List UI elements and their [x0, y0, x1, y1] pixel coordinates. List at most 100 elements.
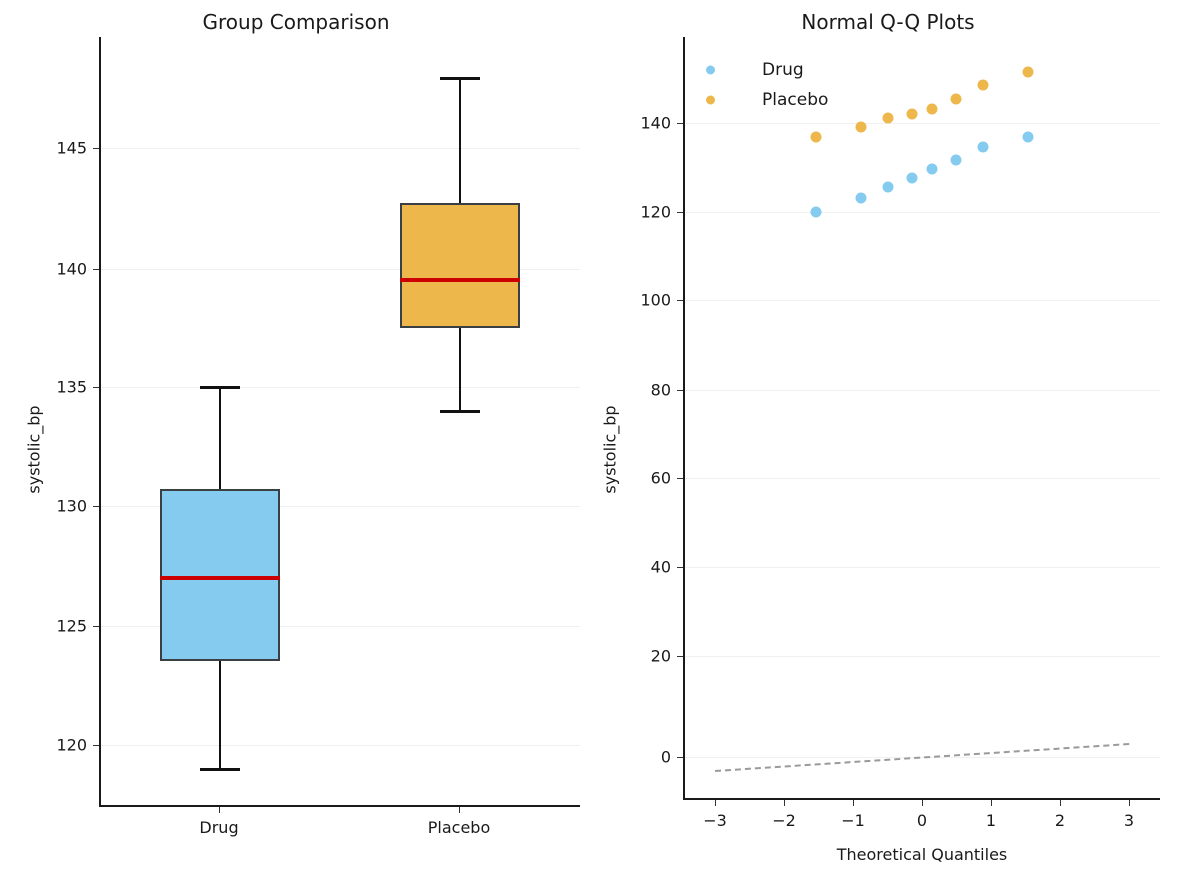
- drug-cap-upper: [200, 386, 240, 389]
- right-ytick-140: [677, 123, 683, 124]
- left-panel-y-spine: [99, 37, 101, 807]
- qq-point-placebo: [810, 131, 822, 143]
- left-ytick-label-130: 130: [56, 496, 87, 516]
- qq-point-placebo: [855, 121, 866, 133]
- right-ytick-0: [677, 757, 683, 758]
- qq-point-drug: [906, 172, 918, 184]
- qq-point-placebo: [950, 93, 962, 105]
- left-ytick-label-125: 125: [56, 616, 87, 636]
- placebo-cap-lower: [440, 410, 480, 413]
- drug-whisker-lower: [219, 661, 221, 769]
- right-panel-title: Normal Q-Q Plots: [801, 10, 975, 34]
- left-ytick-135: [93, 387, 99, 388]
- qq-point-drug: [810, 206, 822, 218]
- gridline-y-125: [100, 626, 580, 627]
- right-ytick-label-60: 60: [650, 468, 671, 488]
- right-ytick-60: [677, 478, 683, 479]
- left-panel-x-spine: [99, 805, 580, 807]
- gridline-y-140: [100, 269, 580, 270]
- right-xtick-label-neg3: −3: [703, 811, 727, 830]
- right-xtick-1: [991, 800, 992, 806]
- right-ytick-label-40: 40: [650, 557, 671, 577]
- gridline-y-135: [100, 387, 580, 388]
- qq-point-placebo: [926, 103, 938, 115]
- qq-point-drug: [950, 154, 962, 166]
- right-xtick-label-0: 0: [916, 811, 928, 830]
- right-ytick-40: [677, 567, 683, 568]
- gridline-qq-60: [684, 478, 1160, 479]
- right-xtick-2: [1060, 800, 1061, 806]
- placebo-box: [400, 203, 520, 328]
- right-xtick-neg1: [853, 800, 854, 806]
- left-xtick-placebo: [459, 807, 460, 813]
- qq-legend: Drug Placebo: [706, 55, 906, 115]
- drug-median-line: [160, 576, 280, 580]
- panel-group-comparison: Group Comparison systolic_bp: [24, 10, 580, 837]
- gridline-y-130: [100, 506, 580, 507]
- panel-normal-qq: Normal Q-Q Plots systolic_bp: [592, 0, 1184, 883]
- drug-whisker-upper: [219, 387, 221, 489]
- gridline-qq-140: [684, 123, 1160, 124]
- right-ytick-label-140: 140: [640, 113, 671, 133]
- legend-item-drug[interactable]: Drug: [706, 55, 906, 85]
- placebo-whisker-upper: [459, 78, 461, 203]
- qq-point-drug: [926, 163, 938, 175]
- left-ytick-125: [93, 626, 99, 627]
- right-ytick-label-0: 0: [660, 747, 671, 767]
- placebo-cap-upper: [440, 77, 480, 80]
- left-ytick-120: [93, 745, 99, 746]
- right-ytick-100: [677, 300, 683, 301]
- drug-cap-lower: [200, 768, 240, 771]
- left-ytick-label-145: 145: [56, 138, 87, 158]
- right-panel-y-spine: [683, 37, 685, 800]
- left-xtick-label-placebo: Placebo: [427, 818, 491, 837]
- right-xtick-label-neg2: −2: [772, 811, 796, 830]
- left-panel-title: Group Comparison: [202, 10, 390, 34]
- left-plot-area: [100, 40, 580, 804]
- qq-point-drug: [882, 181, 894, 193]
- left-ytick-145: [93, 148, 99, 149]
- right-ytick-label-100: 100: [640, 290, 671, 310]
- right-plot-area: Drug Placebo: [684, 40, 1160, 797]
- gridline-y-120: [100, 745, 580, 746]
- right-ytick-label-120: 120: [640, 202, 671, 222]
- drug-box: [160, 489, 280, 661]
- right-ytick-120: [677, 212, 683, 213]
- right-xtick-label-2: 2: [1054, 811, 1066, 830]
- right-xtick-label-1: 1: [985, 811, 997, 830]
- qq-point-placebo: [906, 108, 918, 120]
- right-ytick-80: [677, 390, 683, 391]
- left-y-axis-label: systolic_bp: [24, 405, 44, 494]
- gridline-qq-100: [684, 300, 1160, 301]
- gridline-y-145: [100, 148, 580, 149]
- legend-label-placebo: Placebo: [762, 90, 829, 110]
- gridline-qq-20: [684, 656, 1160, 657]
- right-y-axis-label: systolic_bp: [600, 405, 620, 494]
- right-xtick-0: [922, 800, 923, 806]
- left-ytick-130: [93, 506, 99, 507]
- left-ytick-label-135: 135: [56, 377, 87, 397]
- gridline-qq-80: [684, 390, 1160, 391]
- qq-point-placebo: [882, 112, 894, 124]
- left-ytick-140: [93, 269, 99, 270]
- right-xtick-label-3: 3: [1123, 811, 1135, 830]
- left-xtick-label-drug: Drug: [199, 818, 239, 837]
- qq-point-drug: [977, 141, 989, 153]
- left-ytick-label-140: 140: [56, 259, 87, 279]
- gridline-qq-120: [684, 212, 1160, 213]
- right-xtick-neg3: [715, 800, 716, 806]
- right-xtick-3: [1129, 800, 1130, 806]
- right-ytick-label-80: 80: [650, 380, 671, 400]
- placebo-median-line: [400, 278, 520, 282]
- legend-item-placebo[interactable]: Placebo: [706, 85, 906, 115]
- gridline-qq-0: [684, 757, 1160, 758]
- legend-dot-placebo-icon: [706, 95, 715, 105]
- qq-point-placebo: [1022, 66, 1033, 78]
- qq-point-drug: [855, 192, 866, 203]
- right-ytick-20: [677, 656, 683, 657]
- qq-point-placebo: [977, 79, 989, 91]
- right-panel-x-spine: [683, 798, 1160, 800]
- right-ytick-label-20: 20: [650, 646, 671, 666]
- right-xtick-label-neg1: −1: [841, 811, 865, 830]
